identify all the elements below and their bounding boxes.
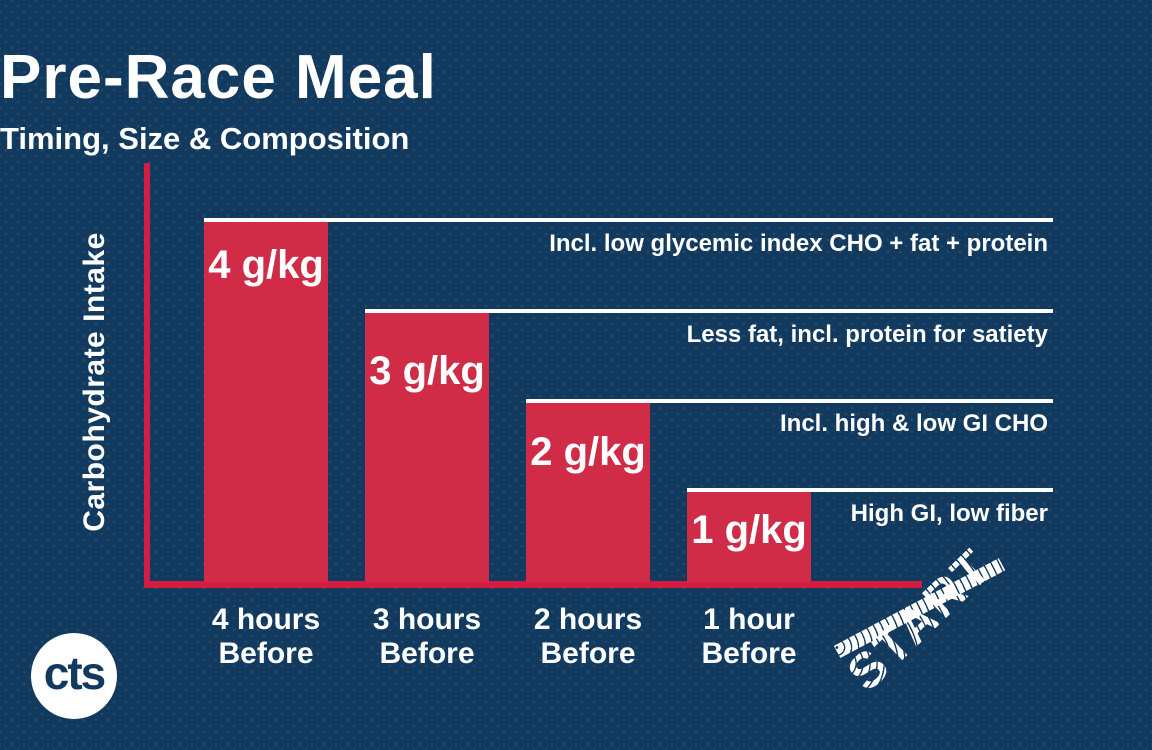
annotation-2-hours: Incl. high & low GI CHO (780, 410, 1048, 437)
bar-value-label: 3 g/kg (369, 349, 485, 393)
x-tick-line1: 3 hours (372, 603, 482, 636)
bar-1-hour-before (687, 492, 811, 582)
bar-value-label: 1 g/kg (691, 508, 807, 552)
x-tick-line2: Before (218, 637, 314, 670)
x-tick-4-hours-before: 4 hours Before (166, 603, 366, 671)
x-tick-line1: 4 hours (211, 603, 321, 636)
bar-top-line (526, 399, 1053, 403)
bar-2-hours-before (526, 403, 650, 582)
bar-value-label: 2 g/kg (530, 430, 646, 474)
x-tick-2-hours-before: 2 hours Before (488, 603, 688, 671)
x-tick-1-hour-before: 1 hour Before (649, 603, 849, 671)
start-label: START (836, 537, 1004, 702)
bar-top-line (687, 488, 1053, 492)
annotation-4-hours: Incl. low glycemic index CHO + fat + pro… (549, 230, 1048, 257)
bar-value-label: 4 g/kg (208, 243, 324, 287)
bar-top-line (204, 218, 1053, 222)
x-tick-line2: Before (701, 637, 797, 670)
x-tick-3-hours-before: 3 hours Before (327, 603, 527, 671)
x-tick-line1: 1 hour (703, 603, 795, 636)
annotation-3-hours: Less fat, incl. protein for satiety (686, 321, 1048, 348)
page-subtitle: Timing, Size & Composition (0, 121, 410, 156)
x-tick-line2: Before (540, 637, 636, 670)
y-axis-label: Carbohydrate Intake (78, 232, 111, 532)
bar-4-hours-before (204, 222, 328, 582)
bar-3-hours-before (365, 313, 489, 582)
x-tick-line2: Before (379, 637, 475, 670)
page-title: Pre-Race Meal (0, 43, 437, 112)
x-tick-line1: 2 hours (533, 603, 643, 636)
cts-logo: cts (31, 633, 117, 719)
annotation-1-hour: High GI, low fiber (850, 500, 1048, 527)
x-axis-line (144, 581, 922, 588)
cts-logo-text: cts (43, 647, 107, 699)
bar-top-line (365, 309, 1053, 313)
y-axis-line (144, 163, 150, 588)
